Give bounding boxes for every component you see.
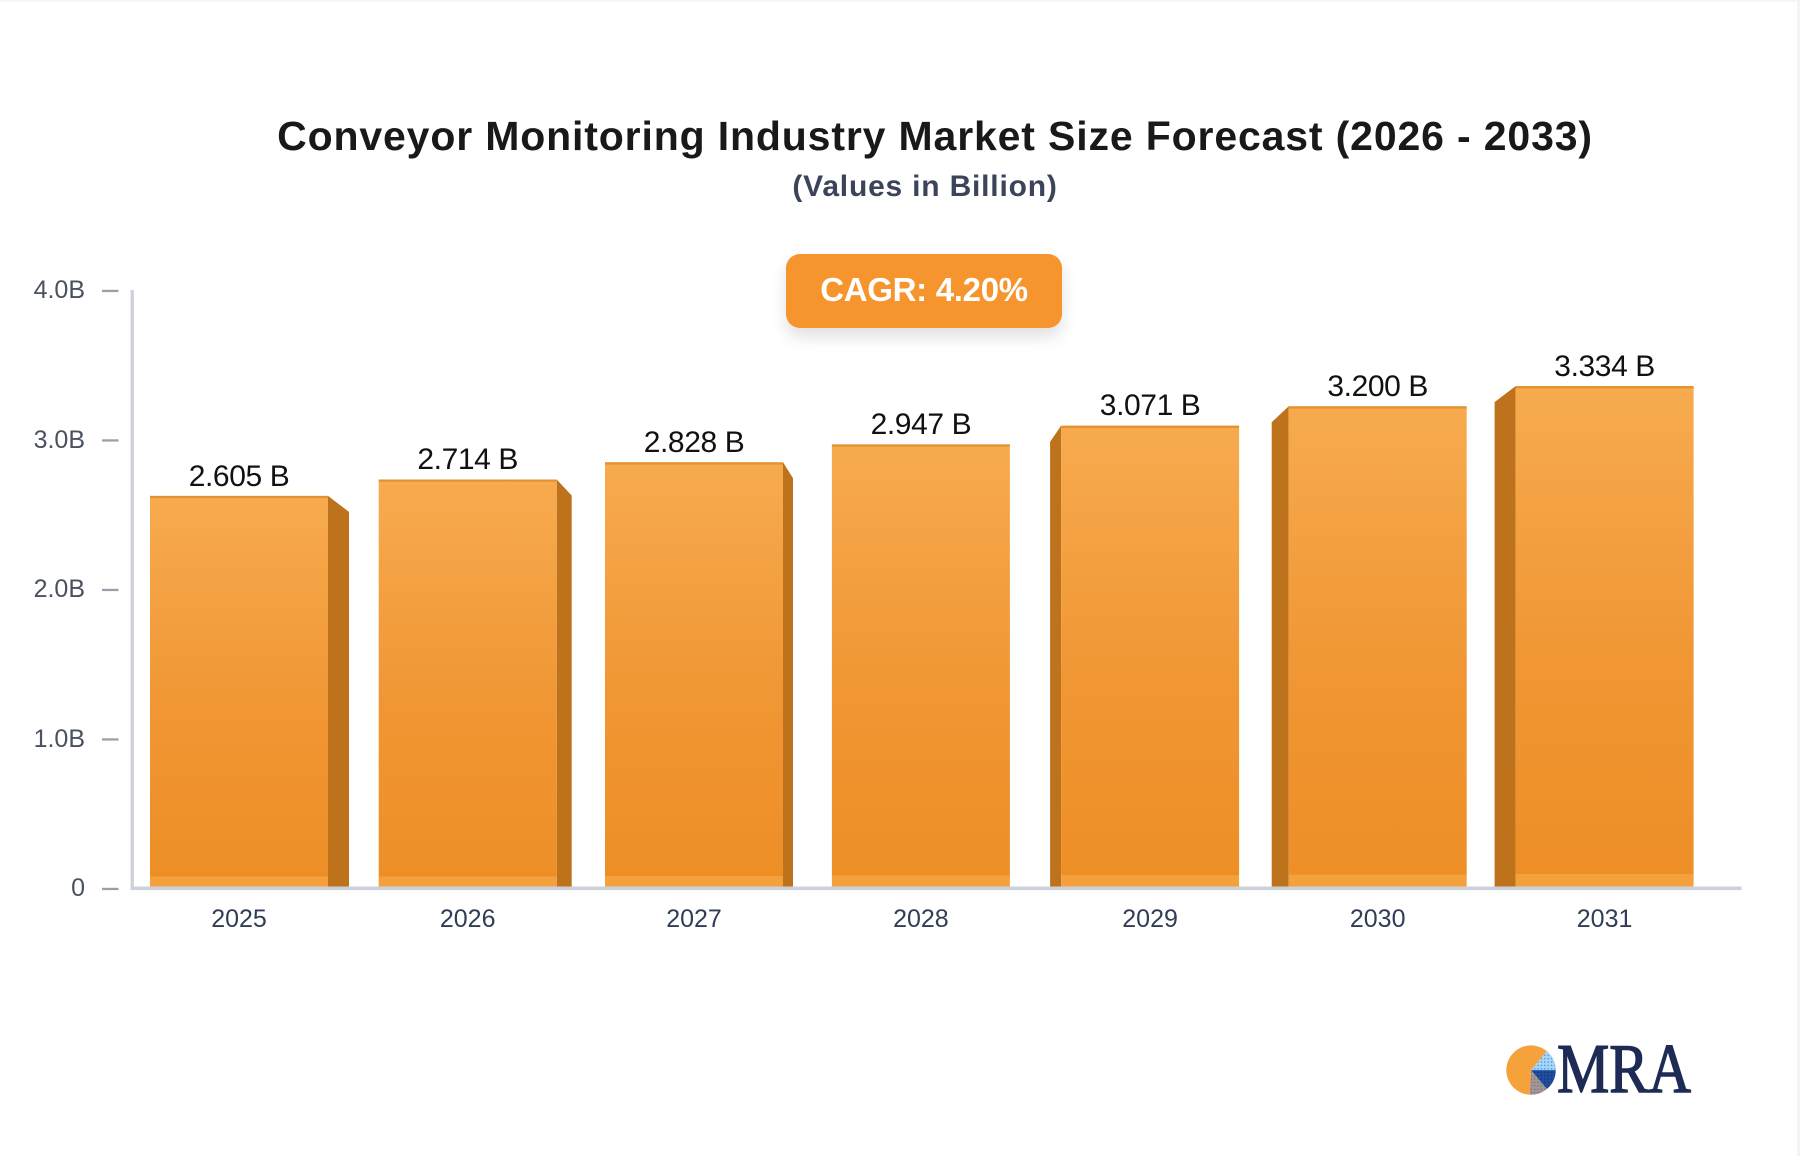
svg-text:MRA: MRA [1557, 1031, 1691, 1108]
